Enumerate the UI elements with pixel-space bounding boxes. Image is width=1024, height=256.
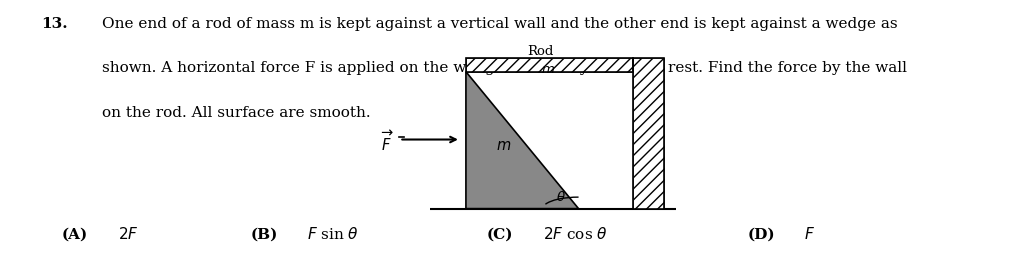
Text: $F$: $F$: [804, 226, 815, 242]
Text: $\theta$: $\theta$: [556, 190, 566, 204]
Text: $\overrightarrow{F}$: $\overrightarrow{F}$: [381, 130, 393, 154]
Text: $m$: $m$: [541, 63, 555, 76]
Text: (B): (B): [251, 227, 279, 241]
Polygon shape: [466, 72, 579, 209]
Bar: [633, 58, 664, 209]
Text: $m$: $m$: [497, 139, 511, 153]
Text: (A): (A): [61, 227, 88, 241]
Text: (C): (C): [486, 227, 513, 241]
Bar: [466, 58, 633, 72]
Bar: [633, 58, 664, 209]
Text: Rod: Rod: [527, 45, 554, 58]
Text: $F$ sin $\theta$: $F$ sin $\theta$: [307, 226, 359, 242]
Text: One end of a rod of mass m is kept against a vertical wall and the other end is : One end of a rod of mass m is kept again…: [102, 17, 898, 31]
Text: (D): (D): [748, 227, 775, 241]
Text: on the rod. All surface are smooth.: on the rod. All surface are smooth.: [102, 106, 371, 120]
Text: $2F$ cos $\theta$: $2F$ cos $\theta$: [543, 226, 607, 242]
Text: $2F$: $2F$: [118, 226, 138, 242]
Text: 13.: 13.: [41, 17, 68, 31]
Bar: [466, 58, 633, 72]
Text: shown. A horizontal force F is applied on the wedge and the system is at rest. F: shown. A horizontal force F is applied o…: [102, 61, 907, 76]
